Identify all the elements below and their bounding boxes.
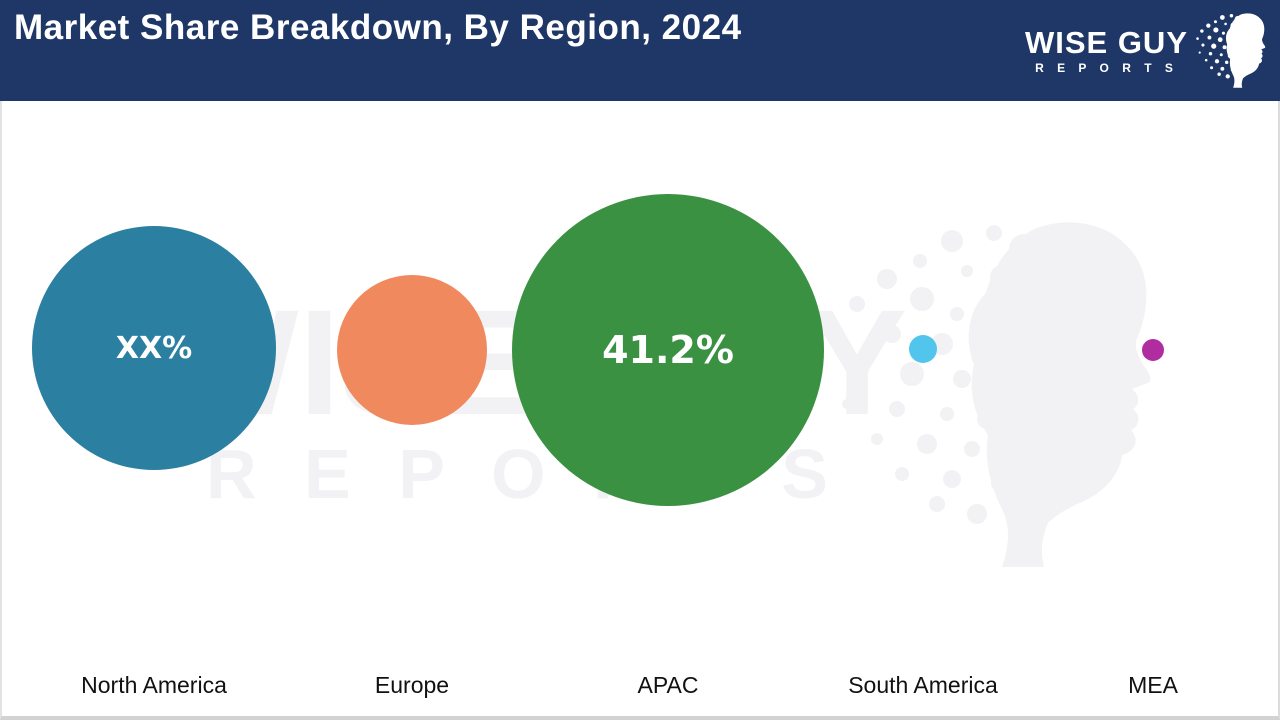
brand-subtitle: R E P O R T S [1035,61,1178,76]
bubble-value-label-north-america: XX% [115,330,193,366]
bubble-apac: 41.2% [512,194,824,506]
category-label-mea: MEA [1128,672,1178,698]
brand-logo: WISE GUY R E P O R T S [1025,6,1272,96]
bubble-value-label-apac: 41.2% [602,328,734,372]
bubble-europe [337,275,487,425]
brand-logo-text: WISE GUY R E P O R T S [1024,24,1188,76]
category-label-europe: Europe [374,672,450,698]
category-label-south-america: South America [848,672,998,698]
page-title: Market Share Breakdown, By Region, 2024 [14,8,742,47]
category-label-north-america: North America [81,672,227,698]
bubble-south-america [909,335,937,363]
category-label-row: North America Europe APAC South America MEA [2,101,1278,716]
bubble-layer: XX% 41.2% [2,101,1278,716]
brand-head-icon [1190,10,1272,92]
chart-area: WISE GUY R E P O R T S XX%41.2% North Am… [0,101,1280,720]
brand-name: WISE GUY [1024,24,1188,60]
category-label-apac: APAC [637,672,699,698]
bubble-mea [1142,339,1164,361]
bubble-north-america: XX% [32,226,276,470]
header-bar: Market Share Breakdown, By Region, 2024 … [0,0,1280,101]
